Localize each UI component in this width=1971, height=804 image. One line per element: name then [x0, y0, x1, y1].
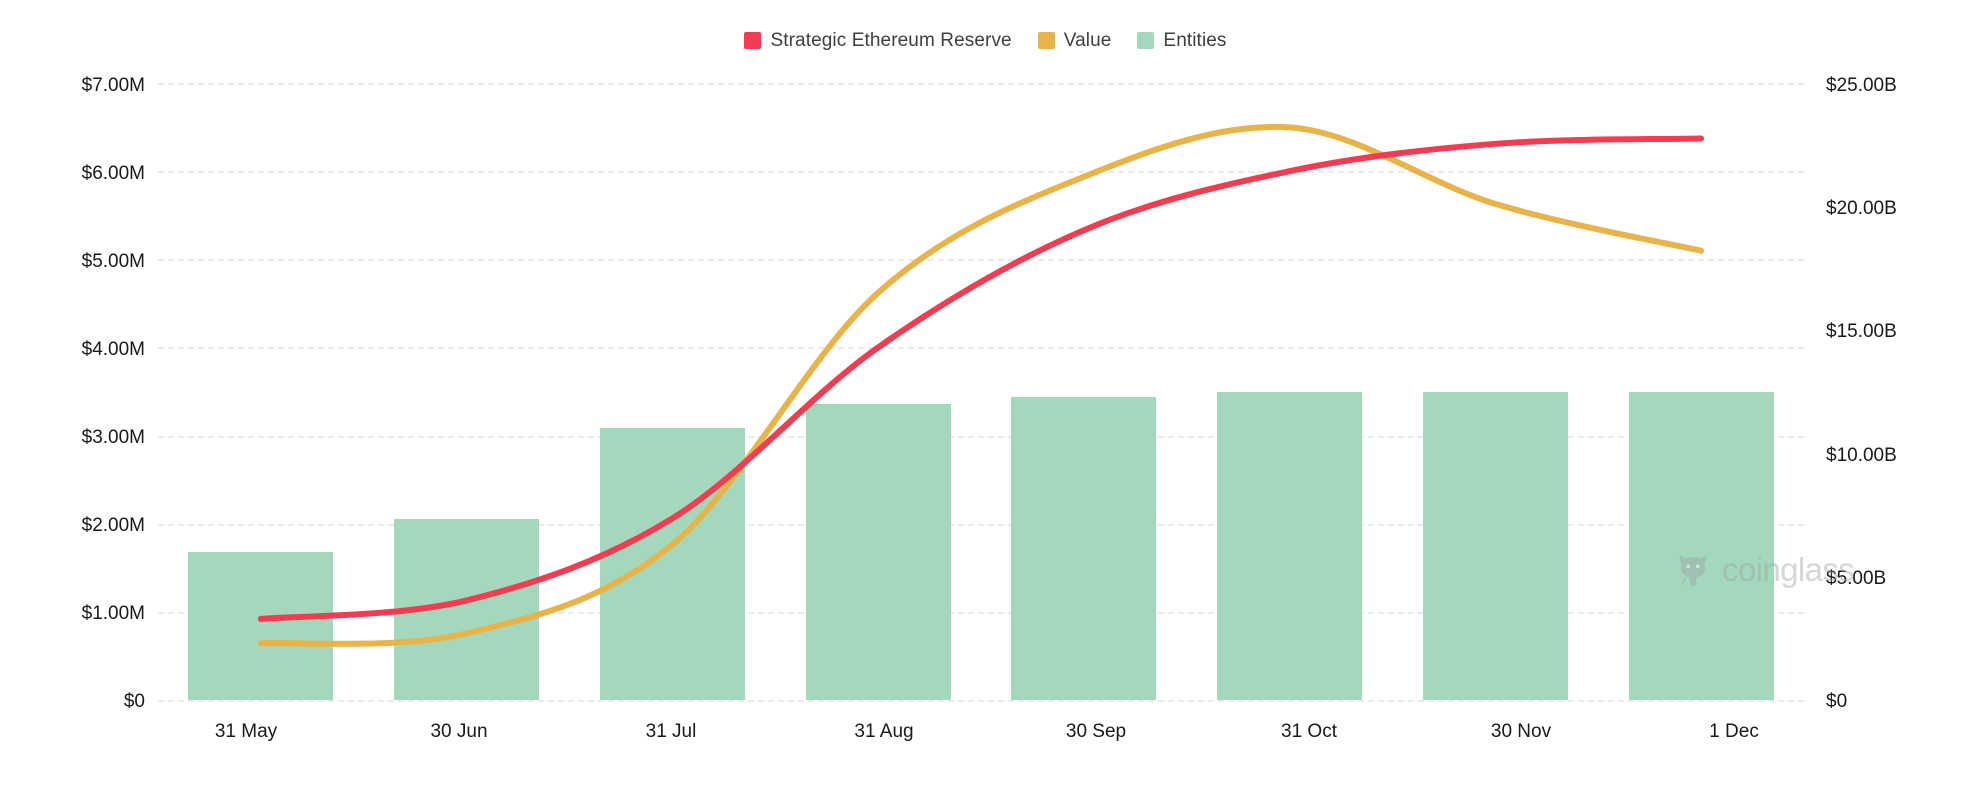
line-value	[261, 127, 1701, 644]
y-axis-left-tick: $1.00M	[81, 603, 145, 624]
legend-swatch-icon	[1137, 31, 1155, 49]
bar-entities-1-dec[interactable]	[1628, 392, 1774, 700]
legend-item-strategic-ethereum-reserve[interactable]: Strategic Ethereum Reserve	[744, 29, 1012, 51]
y-axis-left-tick: $6.00M	[81, 163, 145, 184]
y-axis-left-tick: $3.00M	[81, 427, 145, 448]
gridline	[158, 523, 1804, 526]
line-strategic-ethereum-reserve	[261, 139, 1701, 619]
legend-label: Entities	[1163, 29, 1227, 51]
y-axis-right-tick: $25.00B	[1826, 75, 1897, 96]
bar-entities-31-aug[interactable]	[805, 403, 951, 700]
legend-label: Value	[1063, 29, 1112, 51]
y-axis-right-tick: $10.00B	[1826, 445, 1897, 466]
y-axis-left-tick: $7.00M	[81, 75, 145, 96]
legend-swatch-icon	[1037, 31, 1055, 49]
x-axis-tick: 31 Oct	[1281, 721, 1337, 742]
y-axis-right-tick: $20.00B	[1826, 198, 1897, 219]
gridline	[158, 83, 1804, 85]
y-axis-left-tick: $5.00M	[81, 251, 145, 272]
bar-entities-31-jul[interactable]	[599, 427, 745, 700]
y-axis-left-tick: $2.00M	[81, 515, 145, 536]
x-axis-tick: 30 Jun	[430, 721, 488, 742]
x-axis-tick: 1 Dec	[1709, 721, 1759, 742]
y-axis-left-tick: $0	[123, 691, 145, 712]
legend-item-entities[interactable]: Entities	[1137, 31, 1226, 50]
bar-entities-31-oct[interactable]	[1217, 392, 1363, 700]
plot-area	[158, 83, 1804, 702]
legend-item-value[interactable]: Value	[1037, 29, 1112, 51]
bar-series-entities	[158, 83, 1804, 700]
gridline	[158, 259, 1804, 262]
gridline	[158, 435, 1804, 438]
x-axis-tick: 31 Aug	[854, 721, 914, 742]
y-axis-right-tick: $0	[1826, 691, 1848, 712]
gridline	[158, 611, 1804, 614]
gridline	[158, 171, 1804, 174]
bar-entities-31-may[interactable]	[188, 551, 334, 700]
legend-swatch-icon	[744, 31, 762, 49]
legend-label: Strategic Ethereum Reserve	[770, 29, 1012, 51]
gridline	[158, 700, 1804, 702]
chart-legend: Strategic Ethereum Reserve Value Entitie…	[0, 28, 1971, 52]
x-axis-tick: 31 May	[214, 721, 278, 742]
x-axis-tick: 30 Sep	[1065, 721, 1127, 742]
line-series-layer	[158, 83, 1804, 700]
bar-entities-30-sep[interactable]	[1011, 396, 1157, 700]
gridline	[158, 347, 1804, 350]
y-axis-right-tick: $5.00B	[1826, 568, 1887, 589]
y-axis-right-tick: $15.00B	[1826, 321, 1897, 342]
x-axis-tick: 30 Nov	[1490, 721, 1552, 742]
x-axis-tick: 31 Jul	[645, 721, 697, 742]
y-axis-left-tick: $4.00M	[81, 339, 145, 360]
bar-entities-30-nov[interactable]	[1422, 392, 1568, 700]
